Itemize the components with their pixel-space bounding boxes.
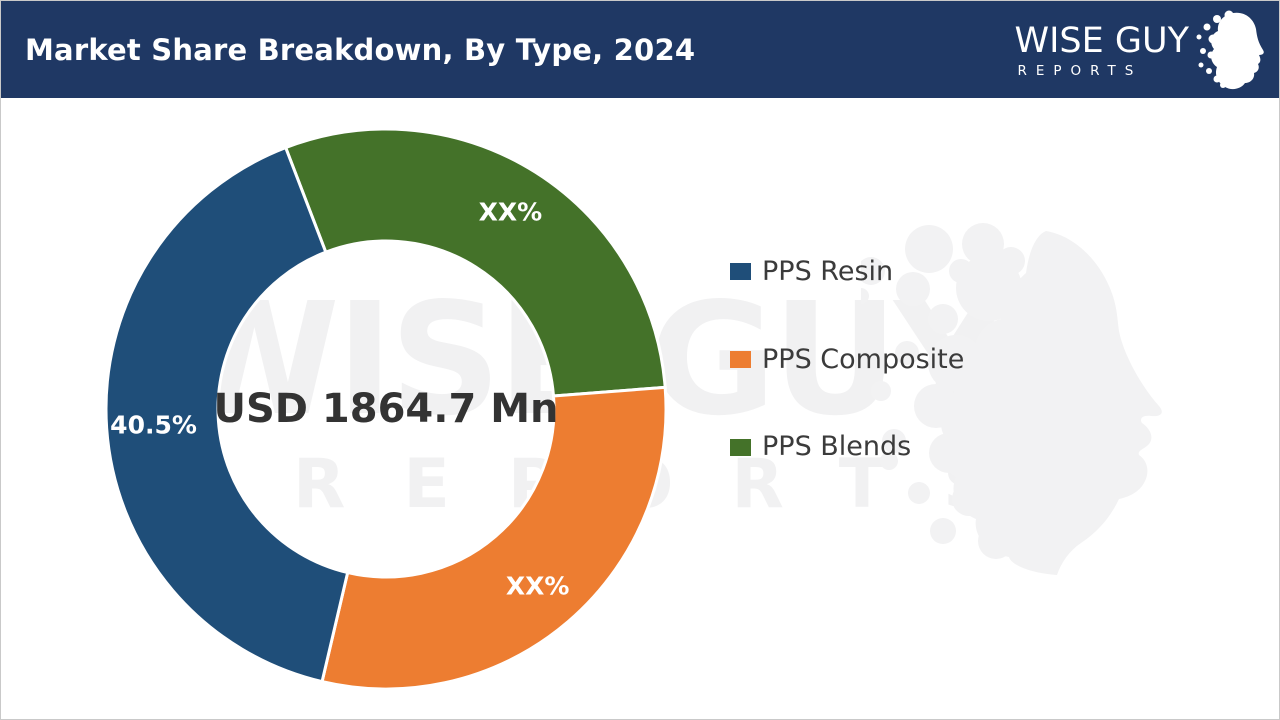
logo-face-icon [1196, 10, 1264, 90]
slice-label-pps-resin: 40.5% [110, 410, 197, 439]
legend-label-pps-blends: PPS Blends [762, 431, 912, 463]
logo-wordmark: WISE GUY REPORTS [1014, 23, 1189, 79]
logo-text-top: WISE GUY [1014, 21, 1189, 61]
chart-legend: PPS Resin PPS Composite PPS Blends [730, 257, 964, 462]
donut-center-value: USD 1864.7 Mn [213, 386, 559, 432]
donut-slice-pps-composite [320, 385, 668, 691]
logo-text-bottom: REPORTS [1017, 62, 1143, 79]
donut-slice-pps-blends [283, 127, 667, 398]
legend-swatch-pps-composite [730, 351, 751, 369]
page-title: Market Share Breakdown, By Type, 2024 [25, 32, 696, 67]
slice-label-pps-blends: XX% [479, 198, 543, 227]
legend-label-pps-resin: PPS Resin [762, 256, 894, 287]
legend-item-pps-composite: PPS Composite [730, 343, 965, 375]
slice-label-pps-composite: XX% [506, 571, 570, 600]
watermark-face-pattern [861, 223, 1162, 575]
legend-swatch-pps-resin [730, 263, 751, 281]
legend-swatch-pps-blends [730, 438, 751, 456]
legend-item-pps-blends: PPS Blends [730, 432, 964, 462]
header-bar: Market Share Breakdown, By Type, 2024 WI… [1, 1, 1279, 98]
wise-guy-logo: WISE GUY REPORTS [1014, 9, 1267, 93]
legend-label-pps-composite: PPS Composite [762, 343, 965, 375]
donut-slice-pps-resin [104, 145, 350, 684]
legend-item-pps-resin: PPS Resin [730, 257, 964, 287]
